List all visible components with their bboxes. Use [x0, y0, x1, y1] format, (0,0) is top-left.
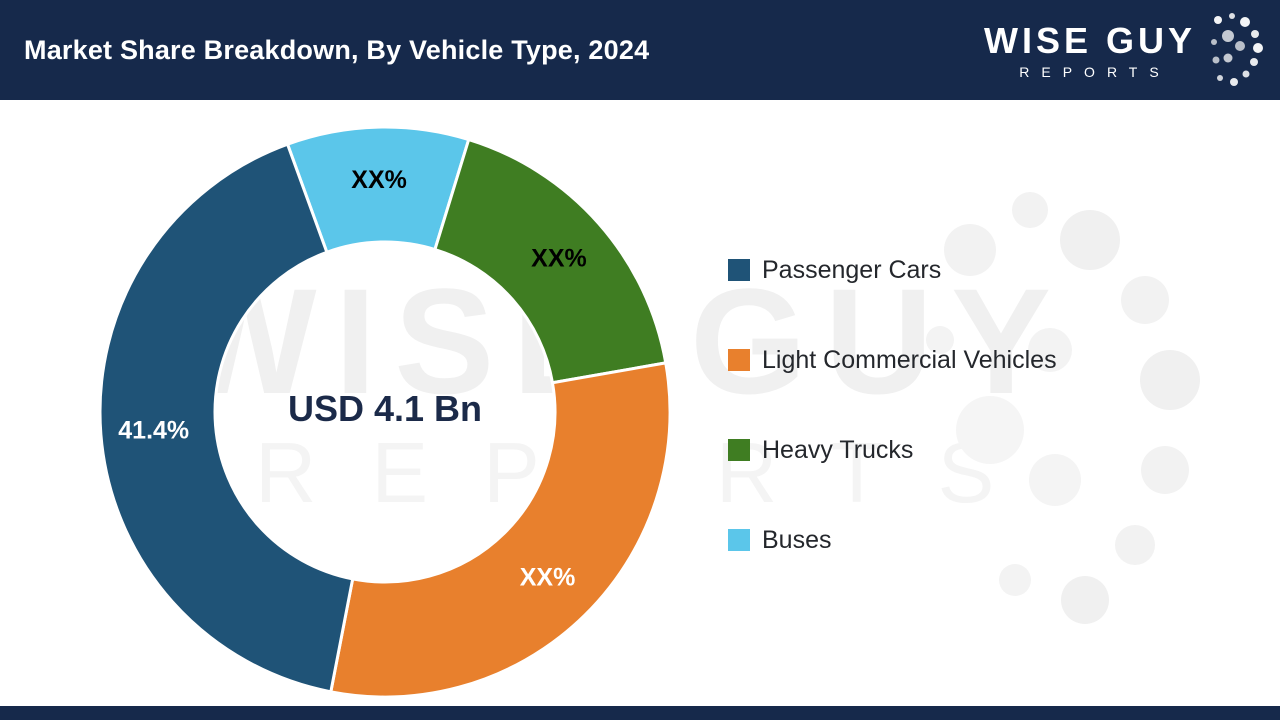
slice-label-passenger-cars: 41.4%	[118, 416, 189, 444]
page-title: Market Share Breakdown, By Vehicle Type,…	[24, 34, 650, 65]
slice-label-buses: XX%	[351, 166, 407, 194]
brand-logo-text: WISE GUY REPORTS	[984, 20, 1196, 80]
header-bar: Market Share Breakdown, By Vehicle Type,…	[0, 0, 1280, 100]
legend-label: Passenger Cars	[762, 255, 942, 284]
legend-swatch-buses	[728, 529, 750, 551]
footer-bar	[0, 706, 1280, 720]
legend-item-heavy-trucks: Heavy Trucks	[728, 434, 1057, 466]
legend-label: Buses	[762, 525, 832, 554]
slice-label-heavy-trucks: XX%	[531, 245, 587, 273]
chart-center-value: USD 4.1 Bn	[287, 388, 483, 429]
legend-swatch-heavy-trucks	[728, 439, 750, 461]
brand-logo: WISE GUY REPORTS	[984, 0, 1264, 100]
legend-item-passenger-cars: Passenger Cars	[728, 254, 1057, 286]
legend-swatch-passenger-cars	[728, 259, 750, 281]
legend-label: Light Commercial Vehicles	[762, 345, 1057, 374]
watermark-head-graphic	[926, 192, 1200, 624]
slice-heavy-trucks	[433, 137, 668, 385]
slice-label-light-commercial-vehicles: XX%	[520, 564, 576, 592]
brand-logo-line2: REPORTS	[1019, 64, 1171, 80]
donut-chart: XX% XX% XX% 41.4%	[98, 125, 672, 699]
legend-label: Heavy Trucks	[762, 435, 914, 464]
legend-item-buses: Buses	[728, 524, 1057, 556]
brand-head-dots-icon	[1211, 13, 1263, 86]
brand-logo-line1: WISE GUY	[983, 20, 1196, 61]
legend-swatch-light-commercial-vehicles	[728, 349, 750, 371]
legend-item-light-commercial-vehicles: Light Commercial Vehicles	[728, 344, 1057, 376]
chart-legend: Passenger Cars Light Commercial Vehicles…	[728, 254, 1057, 556]
slice-passenger-cars	[98, 142, 355, 694]
slice-light-commercial-vehicles	[329, 361, 672, 699]
